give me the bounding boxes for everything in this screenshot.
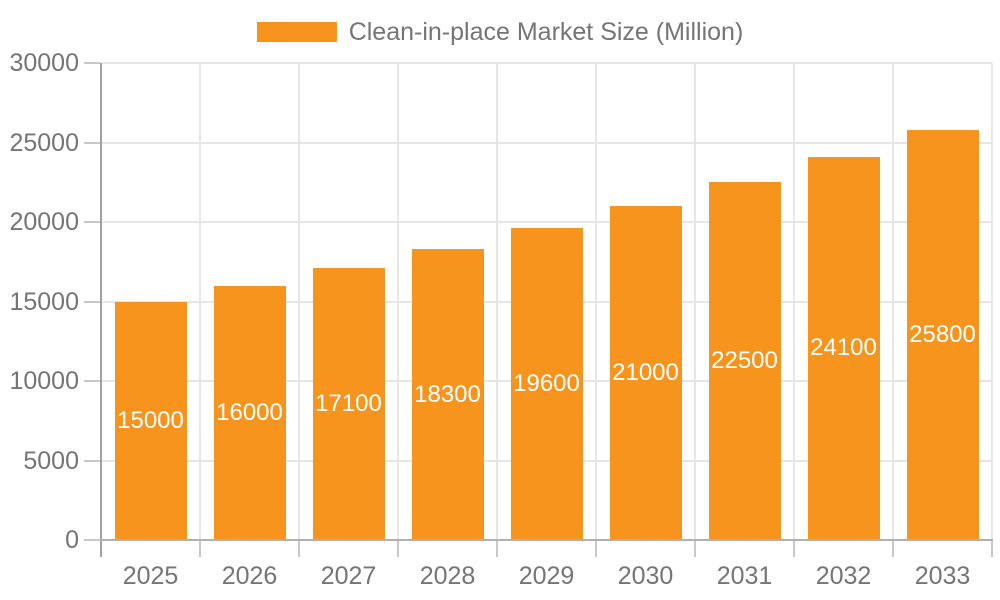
gridline-vertical <box>397 63 399 540</box>
y-axis-line <box>100 63 102 557</box>
bar-2030[interactable]: 21000 <box>609 206 682 540</box>
gridline-vertical <box>793 63 795 540</box>
y-tick-label: 5000 <box>23 446 79 475</box>
gridline-vertical <box>496 63 498 540</box>
gridline-vertical <box>298 63 300 540</box>
legend[interactable]: Clean-in-place Market Size (Million) <box>0 18 1000 46</box>
y-axis-tick <box>84 459 100 462</box>
gridline-horizontal <box>101 221 992 223</box>
gridline-vertical <box>991 63 993 540</box>
x-tick-label: 2029 <box>518 562 575 590</box>
bar-value-label: 18300 <box>414 380 481 408</box>
x-tick-label: 2033 <box>914 562 971 590</box>
x-axis-tick <box>892 540 894 557</box>
x-axis-tick <box>397 540 399 557</box>
x-axis-tick <box>595 540 597 557</box>
bar-2031[interactable]: 22500 <box>708 182 781 540</box>
gridline-vertical <box>694 63 696 540</box>
bar-value-label: 25800 <box>909 320 976 348</box>
y-axis-tick <box>84 539 100 541</box>
y-axis-tick <box>84 380 100 382</box>
bar-value-label: 17100 <box>315 390 382 418</box>
y-tick-label: 25000 <box>9 128 79 157</box>
bar-2027[interactable]: 17100 <box>312 268 385 540</box>
x-axis-tick <box>694 540 696 557</box>
x-tick-label: 2031 <box>716 562 773 590</box>
y-axis-tick <box>84 141 100 144</box>
gridline-vertical <box>199 63 201 540</box>
x-tick-label: 2030 <box>617 562 674 590</box>
bar-2032[interactable]: 24100 <box>807 156 880 540</box>
bar-value-label: 22500 <box>711 347 778 375</box>
x-axis-tick <box>298 540 300 557</box>
bar-value-label: 16000 <box>216 398 283 426</box>
legend-swatch[interactable] <box>256 22 337 42</box>
y-tick-label: 15000 <box>9 287 79 316</box>
gridline-horizontal <box>101 141 992 144</box>
bar-value-label: 19600 <box>513 370 580 398</box>
x-axis-tick <box>199 540 201 557</box>
x-tick-label: 2025 <box>122 562 179 590</box>
gridline-horizontal <box>101 62 992 64</box>
gridline-vertical <box>595 63 597 540</box>
plot-area: 0 5000 10000 15000 20000 25000 30000 2025 15000 2… <box>9 49 993 590</box>
y-tick-label: 10000 <box>9 367 79 395</box>
bar-2029[interactable]: 19600 <box>510 228 583 540</box>
y-tick-label: 0 <box>65 526 79 554</box>
x-axis-tick <box>793 540 795 557</box>
x-axis-tick <box>496 540 498 557</box>
x-tick-label: 2028 <box>419 562 476 590</box>
bar-2025[interactable]: 15000 <box>114 301 187 540</box>
x-tick-label: 2032 <box>815 562 872 590</box>
x-tick-label: 2027 <box>320 562 377 590</box>
bar-2026[interactable]: 16000 <box>213 285 286 540</box>
y-axis-tick <box>84 300 100 303</box>
x-axis-tick <box>991 540 993 557</box>
y-axis-tick <box>84 62 100 64</box>
y-axis-tick <box>84 221 100 223</box>
bar-2028[interactable]: 18300 <box>411 249 484 540</box>
x-tick-label: 2026 <box>221 562 278 590</box>
y-tick-label: 20000 <box>9 208 79 236</box>
gridline-vertical <box>892 63 894 540</box>
legend-label: Clean-in-place Market Size (Million) <box>348 18 744 46</box>
bar-value-label: 24100 <box>810 334 877 362</box>
y-tick-label: 30000 <box>9 49 79 77</box>
x-axis-line <box>100 539 993 541</box>
bar-value-label: 21000 <box>612 359 679 387</box>
bar-2033[interactable]: 25800 <box>906 129 979 540</box>
bar-value-label: 15000 <box>117 406 184 434</box>
